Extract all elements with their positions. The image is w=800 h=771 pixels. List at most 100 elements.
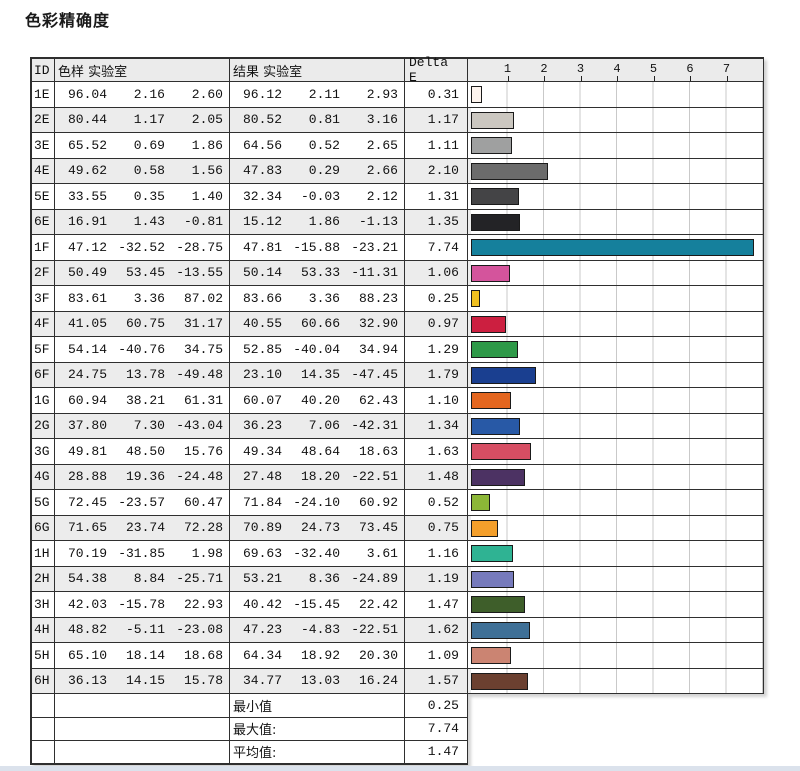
delta-e-value: 1.63 [405, 439, 468, 464]
summary-value: 0.25 [405, 694, 468, 717]
axis-tick-mark [653, 76, 655, 81]
sample-l-value: 49.81 [67, 443, 107, 459]
table-row: 4F 41.05 60.75 31.17 40.55 60.66 32.90 0… [30, 311, 764, 337]
header-id: ID [32, 59, 55, 81]
chart-row-cell [468, 82, 764, 107]
delta-e-bar [471, 621, 531, 639]
result-l-value: 83.66 [242, 290, 282, 306]
row-id: 4F [32, 311, 55, 336]
delta-e-bar [471, 519, 499, 537]
result-lab-cell: 47.81 -15.88 -23.21 [230, 235, 405, 260]
result-b-value: 18.63 [358, 443, 398, 459]
delta-e-value: 1.17 [405, 107, 468, 132]
delta-e-bar [471, 392, 512, 409]
result-a-value: 24.73 [300, 520, 340, 536]
sample-a-value: 7.30 [133, 418, 165, 434]
chart-gridlines [471, 311, 763, 336]
axis-tick-label: 2 [540, 62, 548, 76]
result-lab-cell: 34.77 13.03 16.24 [230, 668, 405, 693]
delta-e-bar [471, 341, 519, 358]
empty-cell [55, 741, 230, 763]
result-b-value: -24.89 [351, 571, 398, 587]
delta-e-bar [471, 111, 514, 129]
row-id: 1F [32, 235, 55, 260]
chart-row-cell [468, 592, 764, 617]
result-b-value: 3.61 [366, 545, 398, 561]
sample-l-value: 50.49 [67, 265, 107, 281]
result-a-value: 0.52 [308, 137, 340, 153]
table-row: 5G 72.45 -23.57 60.47 71.84 -24.10 60.92… [30, 490, 764, 516]
chart-row-cell [468, 362, 764, 387]
delta-e-bar [471, 137, 512, 154]
summary-label: 最小值 [230, 694, 405, 717]
result-l-value: 71.84 [242, 494, 282, 510]
sample-l-value: 65.52 [67, 137, 107, 153]
header-sample-lab: 色样 实验室 [55, 59, 230, 81]
chart-gridlines [471, 286, 763, 311]
sample-lab-cell: 33.55 0.35 1.40 [55, 184, 230, 209]
sample-b-value: -24.48 [176, 469, 223, 485]
row-id: 5F [32, 337, 55, 362]
sample-b-value: 2.05 [191, 112, 223, 128]
result-a-value: -32.40 [293, 545, 340, 561]
table-row: 1G 60.94 38.21 61.31 60.07 40.20 62.43 1… [30, 388, 764, 414]
delta-e-bar [471, 570, 515, 588]
table-row: 4G 28.88 19.36 -24.48 27.48 18.20 -22.51… [30, 464, 764, 490]
sample-l-value: 60.94 [67, 392, 107, 408]
sample-lab-cell: 37.80 7.30 -43.04 [55, 413, 230, 438]
result-a-value: 60.66 [300, 316, 340, 332]
sample-b-value: 1.56 [191, 163, 223, 179]
delta-e-value: 1.11 [405, 133, 468, 158]
result-l-value: 50.14 [242, 265, 282, 281]
delta-e-value: 1.47 [405, 592, 468, 617]
result-b-value: 32.90 [358, 316, 398, 332]
sample-l-value: 24.75 [67, 367, 107, 383]
sample-b-value: 22.93 [183, 596, 223, 612]
table-row: 4H 48.82 -5.11 -23.08 47.23 -4.83 -22.51… [30, 617, 764, 643]
header-result-lab: 结果 实验室 [230, 59, 405, 81]
result-a-value: 8.36 [308, 571, 340, 587]
summary-section: 最小值 0.25 最大值: 7.74 平均值: 1.47 [30, 694, 468, 765]
result-l-value: 64.56 [242, 137, 282, 153]
result-l-value: 53.21 [242, 571, 282, 587]
sample-l-value: 48.82 [67, 622, 107, 638]
result-a-value: -15.88 [293, 239, 340, 255]
result-lab-cell: 40.55 60.66 32.90 [230, 311, 405, 336]
result-b-value: 2.65 [366, 137, 398, 153]
result-l-value: 47.81 [242, 239, 282, 255]
delta-e-bar [471, 672, 529, 690]
sample-lab-cell: 47.12 -32.52 -28.75 [55, 235, 230, 260]
result-a-value: 3.36 [308, 290, 340, 306]
sample-l-value: 80.44 [67, 112, 107, 128]
result-a-value: 7.06 [308, 418, 340, 434]
delta-e-bar [471, 545, 514, 562]
result-a-value: -4.83 [300, 622, 340, 638]
chart-row-cell [468, 464, 764, 489]
row-id: 3F [32, 286, 55, 311]
row-id: 3G [32, 439, 55, 464]
sample-lab-cell: 71.65 23.74 72.28 [55, 515, 230, 540]
result-b-value: -47.45 [351, 367, 398, 383]
delta-e-bar [471, 596, 525, 613]
axis-tick-label: 4 [613, 62, 621, 76]
sample-lab-cell: 16.91 1.43 -0.81 [55, 209, 230, 234]
sample-lab-cell: 65.52 0.69 1.86 [55, 133, 230, 158]
result-a-value: 0.29 [308, 163, 340, 179]
result-b-value: 2.93 [366, 86, 398, 102]
chart-gridlines [471, 515, 763, 540]
sample-l-value: 28.88 [67, 469, 107, 485]
empty-cell [32, 694, 55, 717]
sample-b-value: -49.48 [176, 367, 223, 383]
result-lab-cell: 69.63 -32.40 3.61 [230, 541, 405, 566]
chart-row-cell [468, 643, 764, 668]
result-l-value: 34.77 [242, 673, 282, 689]
axis-tick-mark [617, 76, 618, 81]
sample-b-value: 1.40 [191, 188, 223, 204]
delta-e-bar [471, 213, 521, 231]
chart-row-cell [468, 158, 764, 183]
sample-b-value: 18.68 [183, 647, 223, 663]
delta-e-bar [471, 264, 510, 282]
delta-e-value: 0.25 [405, 286, 468, 311]
result-b-value: -22.51 [351, 622, 398, 638]
